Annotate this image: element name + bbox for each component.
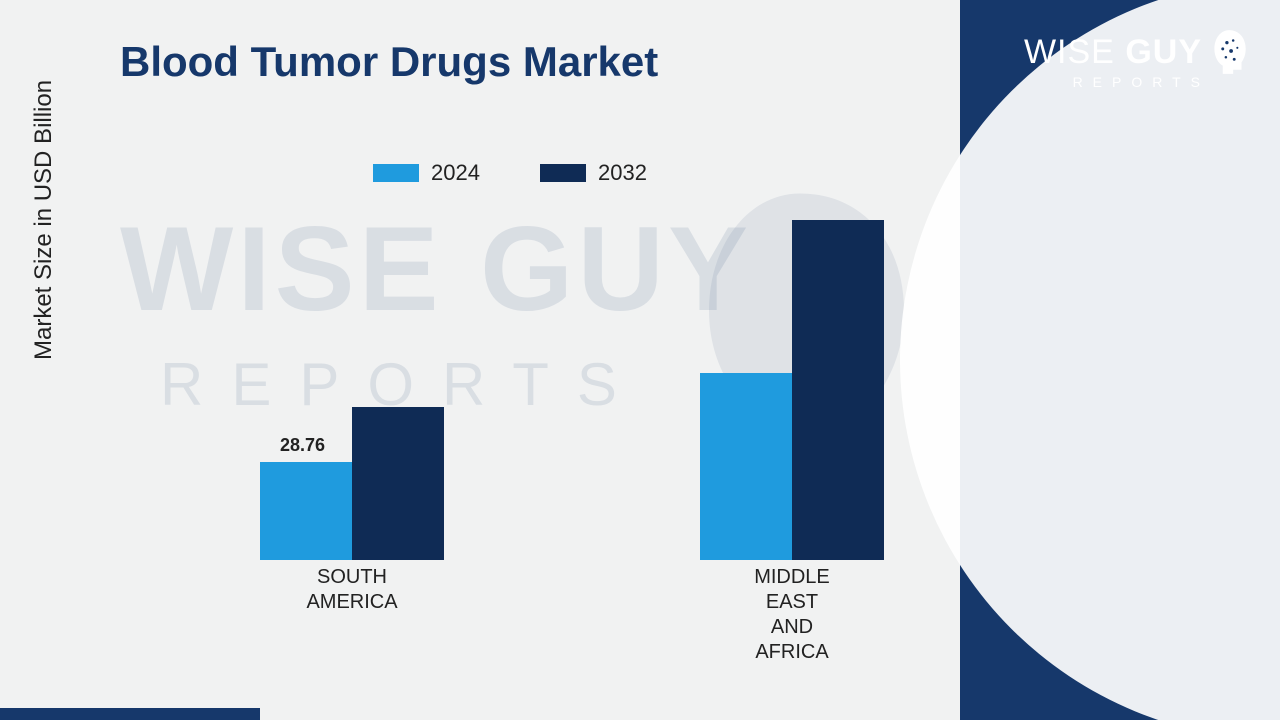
logo-word-space <box>1115 33 1125 72</box>
legend: 2024 2032 <box>100 160 920 186</box>
bar <box>352 407 444 560</box>
bar <box>260 462 352 560</box>
logo-head-icon <box>1208 28 1250 76</box>
bottom-accent-bar <box>0 708 260 720</box>
y-axis-label: Market Size in USD Billion <box>30 80 58 360</box>
chart-canvas: WISE GUY REPORTS WISE GUY REPORTS Blood … <box>0 0 1280 720</box>
legend-label-2032: 2032 <box>598 160 647 186</box>
legend-swatch-2032 <box>540 164 586 182</box>
bar-group <box>700 220 884 560</box>
chart-title: Blood Tumor Drugs Market <box>120 38 658 86</box>
legend-item-2032: 2032 <box>540 160 647 186</box>
category-label: SOUTHAMERICA <box>272 565 432 615</box>
legend-swatch-2024 <box>373 164 419 182</box>
circle-accent <box>900 0 1280 720</box>
bar-value-label: 28.76 <box>280 435 325 456</box>
logo-line1: WISE GUY <box>1024 28 1250 76</box>
chart-area: 2024 2032 28.76 <box>100 160 920 560</box>
bar <box>700 373 792 560</box>
bar-group: 28.76 <box>260 407 444 560</box>
brand-logo: WISE GUY REPORTS <box>1024 28 1250 90</box>
category-label: MIDDLEEASTANDAFRICA <box>712 565 872 665</box>
plot-area: 28.76 <box>100 220 920 560</box>
logo-word-guy: GUY <box>1125 33 1202 72</box>
logo-word-wise: WISE <box>1024 33 1115 72</box>
logo-line2: REPORTS <box>1024 74 1250 90</box>
legend-item-2024: 2024 <box>373 160 480 186</box>
legend-label-2024: 2024 <box>431 160 480 186</box>
bar <box>792 220 884 560</box>
